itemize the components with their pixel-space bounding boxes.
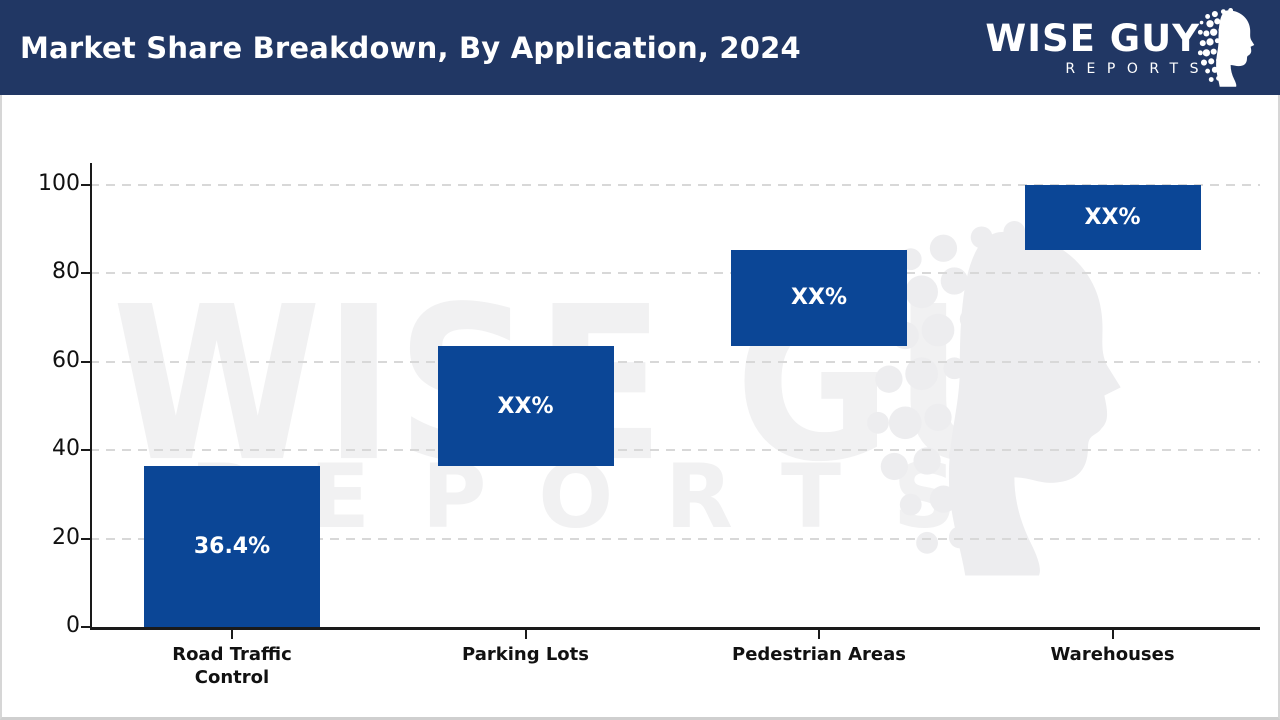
header-bar: Market Share Breakdown, By Application, … — [0, 0, 1280, 95]
y-gridline — [90, 184, 1260, 187]
brand-subtitle: REPORTS — [1065, 60, 1210, 77]
x-category-label: Parking Lots — [462, 644, 589, 665]
plot-region: 0 20 40 60 80 100 36.4% XX% XX% XX% Road Traffic C… — [2, 95, 1278, 717]
brand-logo: WISE GUY REPORTS — [985, 7, 1258, 88]
y-tick-label: 20 — [52, 524, 80, 550]
brand-name: WISE GUY — [985, 16, 1200, 60]
y-tick-label: 0 — [66, 613, 80, 638]
bar-segment: 36.4% — [144, 466, 320, 627]
y-gridline — [90, 449, 1260, 452]
x-tick-mark — [231, 630, 233, 639]
y-tick-label: 60 — [52, 347, 80, 373]
y-gridline — [90, 272, 1260, 275]
bar-segment: XX% — [731, 250, 907, 346]
x-category-label: Road Traffic Control — [172, 644, 292, 689]
page-title: Market Share Breakdown, By Application, … — [20, 30, 801, 65]
x-category-label: Warehouses — [1050, 644, 1175, 665]
y-tick-mark — [81, 537, 90, 540]
x-tick-mark — [1111, 630, 1114, 639]
y-tick-mark — [81, 272, 90, 275]
y-tick-mark — [81, 360, 90, 363]
x-axis-line — [90, 627, 1260, 630]
y-tick-mark — [81, 184, 90, 187]
bar-segment: XX% — [1024, 185, 1201, 251]
chart-area: WISE GU REPORTS 02040608010036.4%XX%XX%X… — [0, 95, 1280, 720]
y-axis-line — [90, 163, 92, 627]
y-tick-label: 100 — [38, 171, 80, 197]
bar-segment: XX% — [437, 345, 614, 467]
y-tick-mark — [81, 626, 90, 628]
x-tick-mark — [818, 630, 820, 639]
bar-value-label: 36.4% — [193, 534, 271, 560]
y-tick-mark — [81, 449, 90, 452]
bar-value-label: XX% — [1084, 205, 1141, 231]
brand-head-icon — [1197, 7, 1255, 87]
y-gridline — [90, 360, 1260, 363]
y-gridline — [90, 537, 1260, 540]
y-tick-label: 40 — [52, 436, 80, 462]
bar-value-label: XX% — [497, 393, 554, 419]
x-tick-mark — [524, 630, 527, 639]
bar-value-label: XX% — [791, 285, 847, 311]
y-tick-label: 80 — [52, 259, 80, 285]
x-category-label: Pedestrian Areas — [732, 644, 906, 665]
